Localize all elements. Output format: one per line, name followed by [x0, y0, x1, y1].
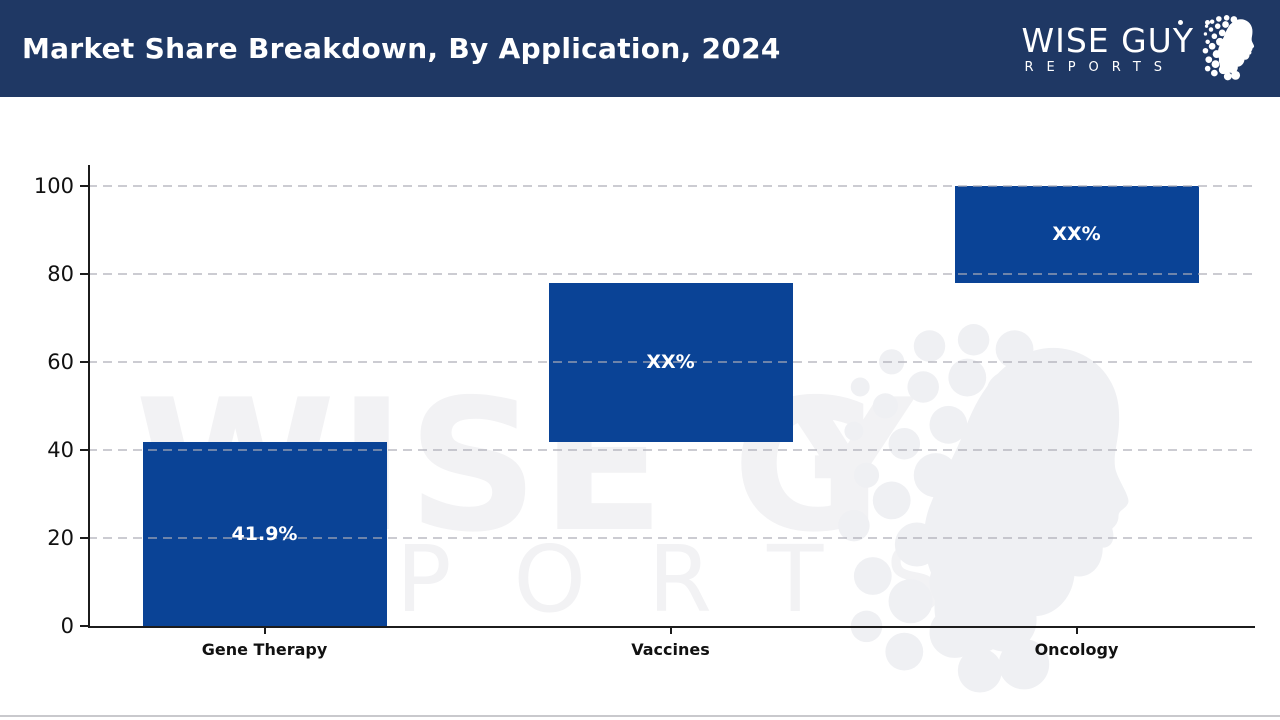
logo-dot-icon — [1205, 19, 1211, 25]
y-tick-label: 0 — [60, 614, 74, 638]
x-category-label: Vaccines — [631, 640, 710, 659]
y-tick-label: 80 — [47, 262, 74, 286]
x-tick-mark — [263, 626, 266, 634]
y-tick-mark — [80, 625, 88, 627]
gridline — [88, 449, 1255, 451]
y-tick-mark — [80, 537, 88, 539]
page-title: Market Share Breakdown, By Application, … — [22, 32, 781, 65]
page-header: Market Share Breakdown, By Application, … — [0, 0, 1280, 97]
bottom-divider — [0, 715, 1280, 717]
y-tick-label: 20 — [47, 526, 74, 550]
y-tick-mark — [80, 185, 88, 187]
y-tick-mark — [80, 361, 88, 363]
gridline — [88, 273, 1255, 275]
y-tick-label: 60 — [47, 350, 74, 374]
y-tick-mark — [80, 273, 88, 275]
x-category-label: Gene Therapy — [201, 640, 328, 659]
y-tick-label: 100 — [33, 174, 74, 198]
y-tick-label: 40 — [47, 438, 74, 462]
bar-value-label: XX% — [646, 351, 695, 374]
chart-area: WISE G Y REPORTS 0 20 40 60 80 100 41.9% Gene T… — [0, 97, 1280, 717]
bar-value-label: XX% — [1052, 223, 1101, 246]
y-tick-mark — [80, 449, 88, 451]
x-category-label: Oncology — [1034, 640, 1119, 659]
x-tick-mark — [669, 626, 672, 634]
gridline — [88, 361, 1255, 363]
logo-subtext: REPORTS — [1024, 59, 1176, 75]
x-axis-line — [88, 626, 1255, 628]
wiseguy-logo: WISE GUY REPORTS — [1021, 15, 1258, 82]
logo-dot-icon — [1178, 19, 1184, 25]
y-axis-line — [88, 165, 90, 628]
logo-text: WISE GUY REPORTS — [1021, 19, 1211, 75]
bar-gene-therapy — [142, 441, 387, 626]
gridline — [88, 185, 1255, 187]
bar-oncology — [954, 186, 1199, 283]
bar-value-label: 41.9% — [231, 522, 298, 545]
logo-wordmark: WISE GUY — [1021, 20, 1194, 60]
gridline — [88, 537, 1255, 539]
